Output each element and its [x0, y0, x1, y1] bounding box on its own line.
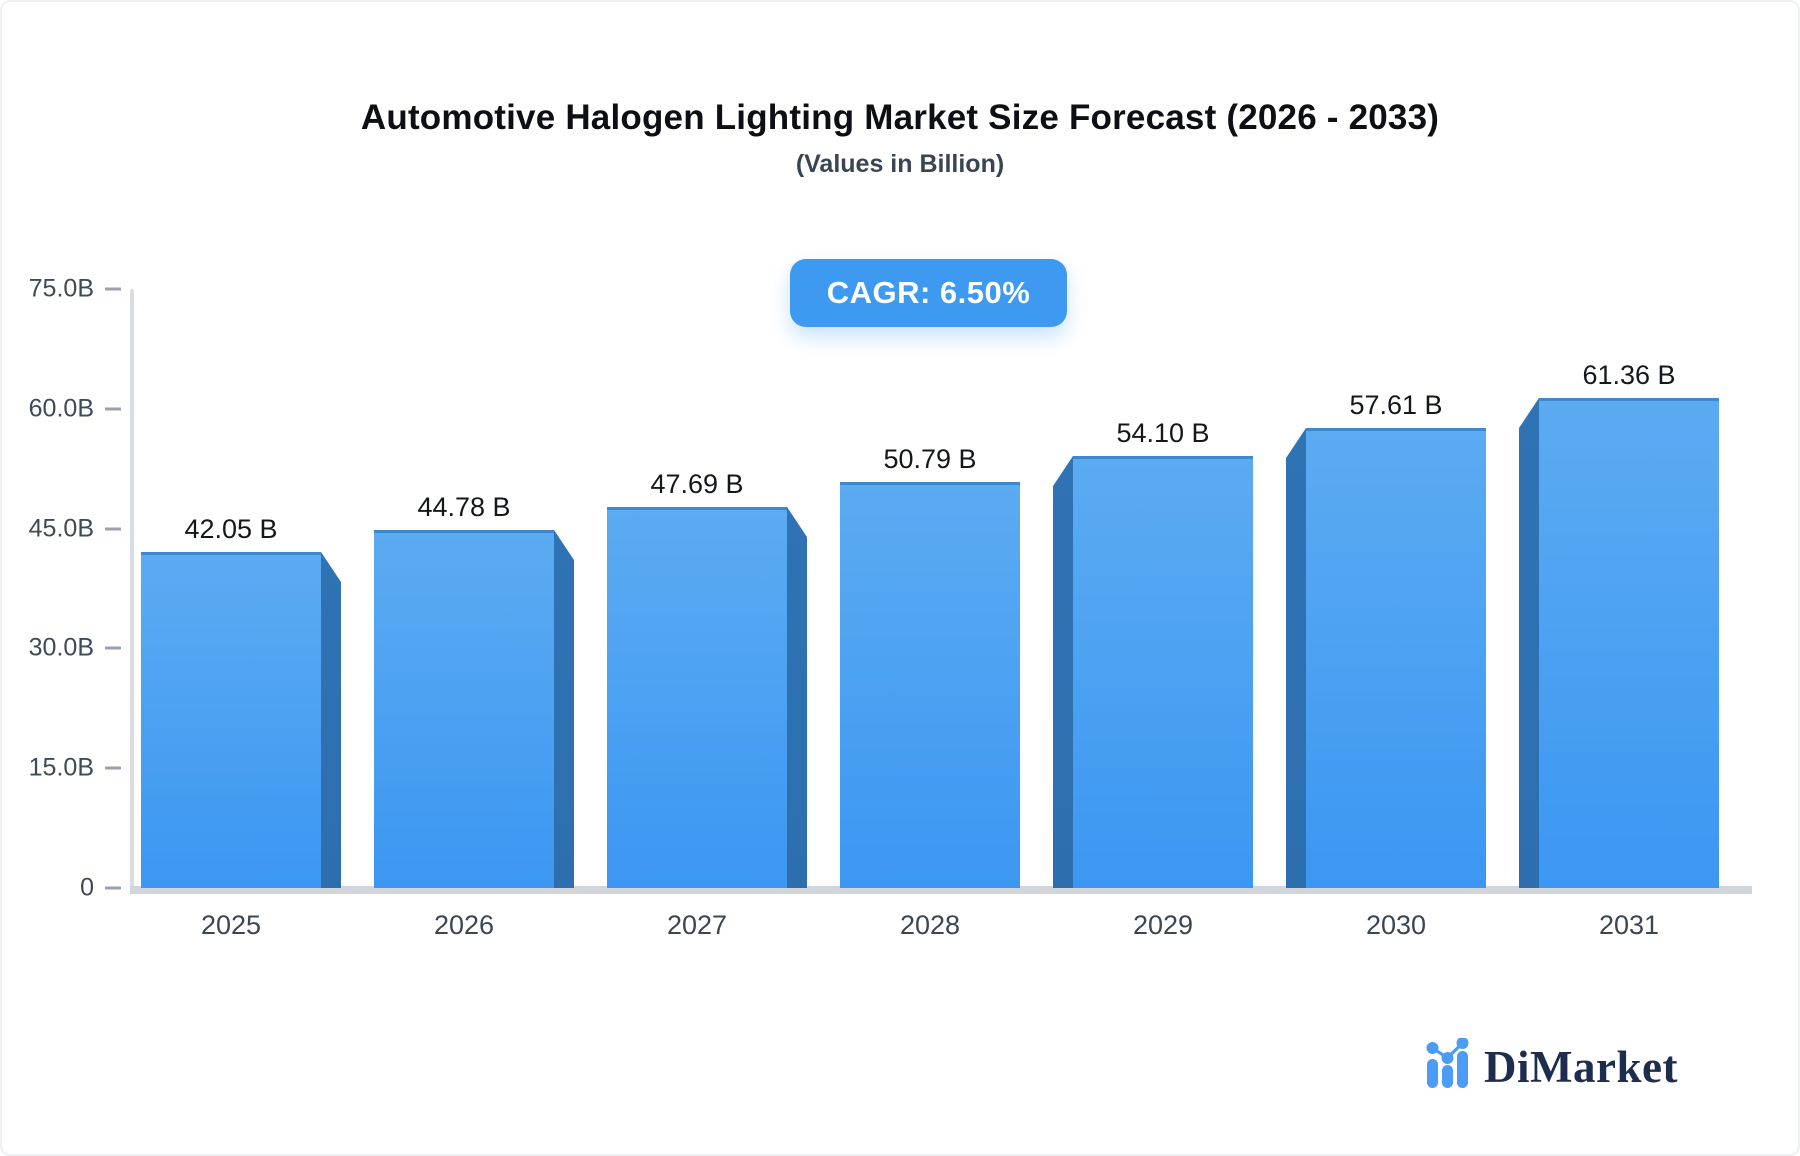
logo-wordmark: DiMarket: [1484, 1042, 1678, 1092]
chart-title: Automotive Halogen Lighting Market Size …: [360, 98, 1440, 137]
bar-value-label: 57.61 B: [1349, 390, 1443, 420]
y-axis-tick-mark: [105, 886, 121, 890]
bar-2027[interactable]: 47.69 B: [607, 469, 807, 888]
bar-value-label: 47.69 B: [650, 469, 744, 499]
bar-face: [1539, 398, 1719, 888]
bar-2025[interactable]: 42.05 B: [141, 514, 341, 888]
bar-value-label: 61.36 B: [1582, 360, 1676, 390]
cagr-badge: CAGR: 6.50%: [790, 259, 1067, 327]
bar-value-label: 50.79 B: [883, 444, 977, 474]
bar-value-label: 44.78 B: [417, 492, 511, 522]
y-axis-tick-mark: [105, 646, 121, 650]
y-axis-tick-label: 0: [80, 873, 94, 902]
bar-value-label: 54.10 B: [1116, 418, 1210, 448]
y-axis-tick-mark: [105, 766, 121, 770]
x-axis-label-2025: 2025: [200, 910, 262, 940]
bar-face: [141, 552, 321, 888]
bar-2026[interactable]: 44.78 B: [374, 492, 574, 888]
x-axis-baseline: [130, 886, 1752, 894]
bar-3d-side: [554, 530, 574, 888]
y-axis-tick-mark: [105, 287, 121, 291]
bar-face: [1306, 428, 1486, 888]
bar-face: [1073, 456, 1253, 888]
bar-value-label: 42.05 B: [184, 514, 278, 544]
bar-face: [840, 482, 1020, 888]
y-axis-line: [130, 289, 134, 890]
bar-3d-side: [1286, 428, 1306, 888]
bar-2031[interactable]: 61.36 B: [1519, 360, 1719, 888]
y-axis-tick-label: 15.0B: [28, 753, 94, 782]
y-axis-tick-label: 45.0B: [28, 514, 94, 543]
x-axis-label-2027: 2027: [666, 910, 728, 940]
x-axis-label-2029: 2029: [1132, 910, 1194, 940]
bar-2029[interactable]: 54.10 B: [1053, 418, 1253, 888]
bar-2030[interactable]: 57.61 B: [1286, 390, 1486, 888]
bar-face: [607, 507, 787, 888]
x-axis-label-2028: 2028: [899, 910, 961, 940]
bar-3d-side: [321, 552, 341, 888]
y-axis-tick-mark: [105, 407, 121, 411]
y-axis-tick-label: 30.0B: [28, 633, 94, 662]
chart-subtitle: (Values in Billion): [795, 150, 1005, 178]
y-axis-tick-label: 60.0B: [28, 394, 94, 423]
bar-3d-side: [787, 507, 807, 888]
y-axis-tick-label: 75.0B: [28, 274, 94, 303]
bar-3d-side: [1519, 398, 1539, 888]
cagr-badge-label: CAGR: 6.50%: [826, 275, 1031, 310]
x-axis-label-2030: 2030: [1365, 910, 1427, 940]
x-axis-label-2031: 2031: [1598, 910, 1660, 940]
bar-face: [374, 530, 554, 888]
dimarket-logo: DiMarket: [1426, 1038, 1678, 1090]
bar-2028[interactable]: 50.79 B: [840, 444, 1020, 888]
bar-3d-side: [1053, 456, 1073, 888]
y-axis-tick-mark: [105, 527, 121, 531]
x-axis-label-2026: 2026: [433, 910, 495, 940]
logo-bars-icon: [1426, 1038, 1469, 1088]
